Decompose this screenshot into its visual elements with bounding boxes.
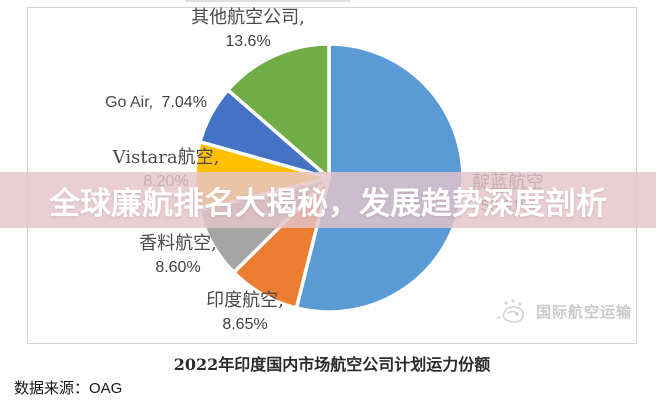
slice-name: 印度航空, <box>206 290 284 311</box>
slice-percent: 8.65% <box>222 316 268 333</box>
slice-label-spicejet: 香料航空, 8.60% <box>98 232 258 280</box>
slice-name: 其他航空公司, <box>191 7 305 28</box>
slice-percent: 7.04% <box>161 94 207 111</box>
slice-name: 香料航空, <box>139 233 217 254</box>
slice-name: Go Air, <box>105 94 154 111</box>
slice-percent: 13.6% <box>225 33 271 50</box>
chart-title: 2022年印度国内市场航空公司计划运力份额 <box>173 355 491 374</box>
data-source-label: 数据来源：OAG <box>14 380 123 397</box>
watermark: 国际航空运输 <box>494 297 632 325</box>
slice-label-go-air: Go Air, 7.04% <box>66 91 246 115</box>
watermark-text: 国际航空运输 <box>536 303 633 321</box>
pie-slice-5 <box>226 42 331 180</box>
headline-text: 全球廉航排名大揭秘，发展趋势深度剖析 <box>49 185 607 221</box>
bird-doodle-icon <box>496 299 524 323</box>
slice-label-air-india: 印度航空, 8.65% <box>165 289 325 337</box>
slice-label-others: 其他航空公司, 13.6% <box>168 6 328 54</box>
slice-percent: 8.60% <box>155 259 201 276</box>
slice-name: Vistara航空, <box>112 147 220 168</box>
headline-banner: 全球廉航排名大揭秘，发展趋势深度剖析 <box>0 172 656 228</box>
top-crop-artifact <box>185 0 350 2</box>
